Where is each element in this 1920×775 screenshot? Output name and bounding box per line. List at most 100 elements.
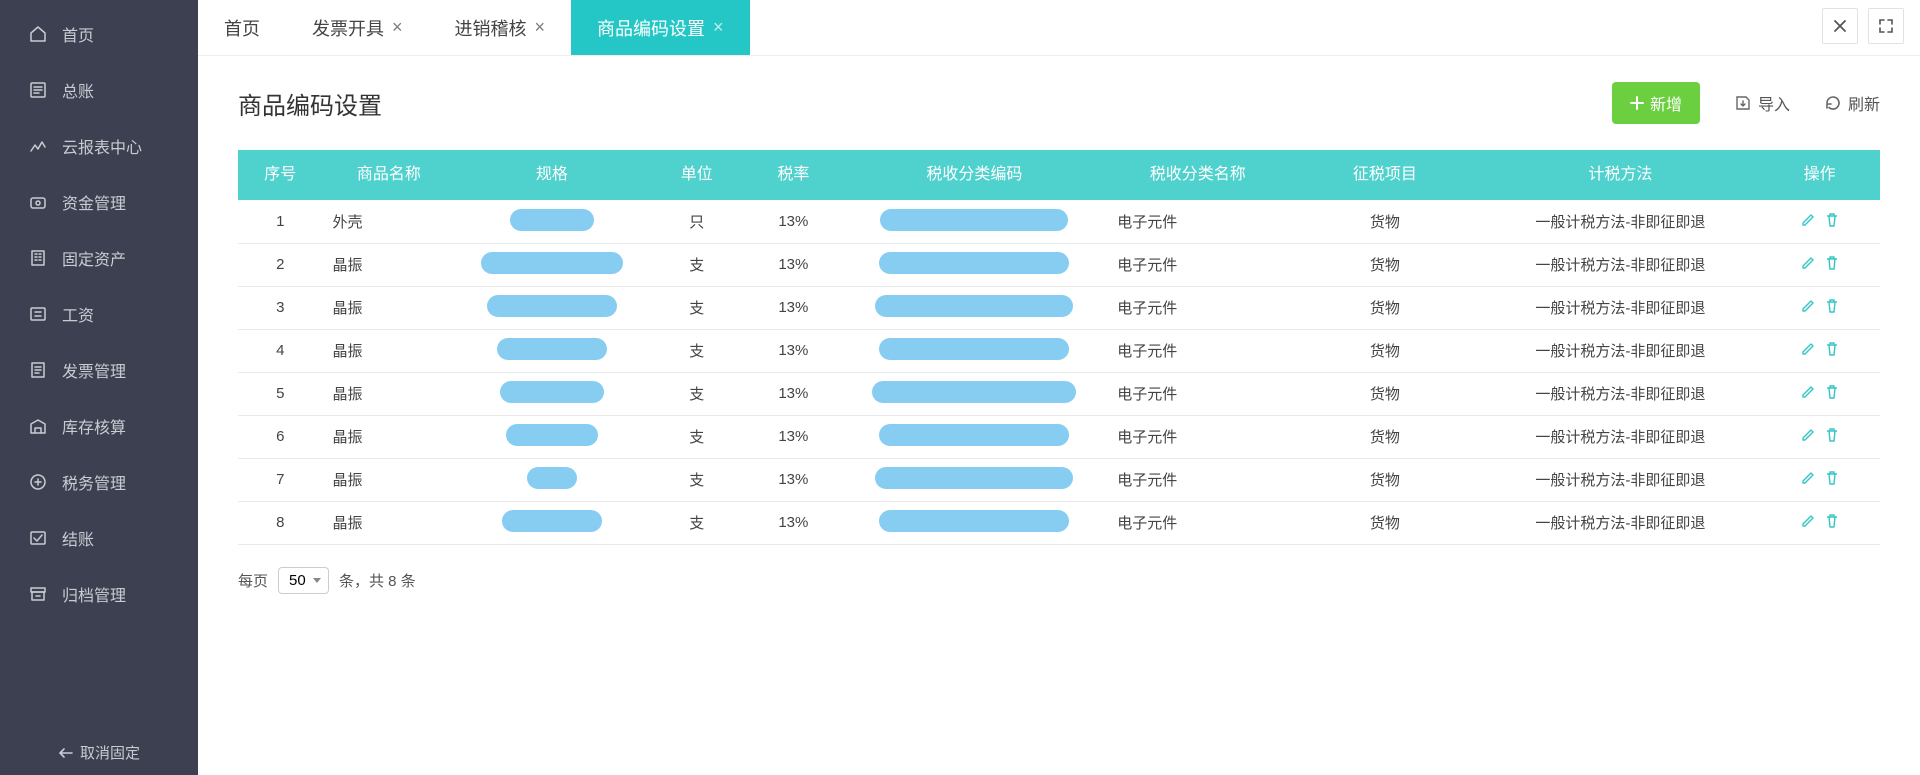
page-title: 商品编码设置: [238, 86, 382, 121]
plus-icon: [1630, 96, 1644, 110]
tab-close-icon[interactable]: ×: [535, 17, 546, 38]
refresh-button[interactable]: 刷新: [1824, 91, 1880, 115]
sidebar-item-label: 固定资产: [62, 246, 126, 270]
pagination: 每页 50 条，共 8 条: [238, 567, 1880, 594]
cell-actions: [1759, 458, 1880, 501]
edit-icon[interactable]: [1800, 470, 1816, 486]
import-icon: [1734, 94, 1752, 112]
cell-project: 货物: [1288, 501, 1481, 544]
redacted-spec: [500, 381, 604, 403]
cell-idx: 3: [238, 286, 323, 329]
edit-icon[interactable]: [1800, 298, 1816, 314]
tab-0[interactable]: 首页: [198, 0, 286, 55]
delete-icon[interactable]: [1824, 341, 1840, 357]
sidebar-item-2[interactable]: 云报表中心: [0, 118, 198, 174]
sidebar-item-4[interactable]: 固定资产: [0, 230, 198, 286]
sidebar-item-label: 首页: [62, 22, 94, 46]
cell-method: 一般计税方法-非即征即退: [1482, 286, 1760, 329]
per-page-select[interactable]: 50: [278, 567, 329, 594]
redacted-code: [879, 338, 1069, 360]
sidebar-unpin-label: 取消固定: [80, 742, 140, 763]
sidebar-item-5[interactable]: 工资: [0, 286, 198, 342]
delete-icon[interactable]: [1824, 470, 1840, 486]
tab-3[interactable]: 商品编码设置 ×: [571, 0, 750, 55]
sidebar-item-label: 工资: [62, 302, 94, 326]
cell-actions: [1759, 372, 1880, 415]
col-header-7: 征税项目: [1288, 150, 1481, 200]
sidebar-item-1[interactable]: 总账: [0, 62, 198, 118]
cell-category: 电子元件: [1107, 372, 1288, 415]
cell-category: 电子元件: [1107, 501, 1288, 544]
cell-method: 一般计税方法-非即征即退: [1482, 372, 1760, 415]
edit-icon[interactable]: [1800, 212, 1816, 228]
cell-actions: [1759, 200, 1880, 243]
cell-name: 外壳: [323, 200, 456, 243]
delete-icon[interactable]: [1824, 513, 1840, 529]
sidebar-item-label: 云报表中心: [62, 134, 142, 158]
tab-close-icon[interactable]: ×: [713, 17, 724, 38]
cell-name: 晶振: [323, 501, 456, 544]
sidebar-item-7[interactable]: 库存核算: [0, 398, 198, 454]
cell-code: [842, 458, 1108, 501]
edit-icon[interactable]: [1800, 513, 1816, 529]
import-button[interactable]: 导入: [1734, 91, 1790, 115]
delete-icon[interactable]: [1824, 212, 1840, 228]
add-button[interactable]: 新增: [1612, 82, 1700, 124]
col-header-3: 单位: [648, 150, 745, 200]
table-row: 2晶振支13%电子元件货物一般计税方法-非即征即退: [238, 243, 1880, 286]
edit-icon[interactable]: [1800, 341, 1816, 357]
tax-icon: [28, 472, 48, 492]
cell-code: [842, 501, 1108, 544]
cell-rate: 13%: [745, 458, 842, 501]
sidebar-item-3[interactable]: 资金管理: [0, 174, 198, 230]
cell-idx: 4: [238, 329, 323, 372]
sidebar-unpin[interactable]: 取消固定: [0, 742, 198, 763]
close-all-tabs-button[interactable]: [1822, 8, 1858, 44]
salary-icon: [28, 304, 48, 324]
cell-unit: 支: [648, 286, 745, 329]
product-code-table: 序号商品名称规格单位税率税收分类编码税收分类名称征税项目计税方法操作 1外壳只1…: [238, 150, 1880, 545]
cell-actions: [1759, 243, 1880, 286]
sidebar-item-label: 税务管理: [62, 470, 126, 494]
tab-close-icon[interactable]: ×: [392, 17, 403, 38]
sidebar-item-6[interactable]: 发票管理: [0, 342, 198, 398]
sidebar-item-label: 资金管理: [62, 190, 126, 214]
col-header-6: 税收分类名称: [1107, 150, 1288, 200]
cell-unit: 支: [648, 372, 745, 415]
cell-code: [842, 243, 1108, 286]
cell-rate: 13%: [745, 286, 842, 329]
fullscreen-button[interactable]: [1868, 8, 1904, 44]
delete-icon[interactable]: [1824, 427, 1840, 443]
edit-icon[interactable]: [1800, 255, 1816, 271]
table-row: 1外壳只13%电子元件货物一般计税方法-非即征即退: [238, 200, 1880, 243]
cell-project: 货物: [1288, 200, 1481, 243]
sidebar-item-label: 结账: [62, 526, 94, 550]
redacted-spec: [527, 467, 577, 489]
edit-icon[interactable]: [1800, 427, 1816, 443]
delete-icon[interactable]: [1824, 384, 1840, 400]
sidebar-item-9[interactable]: 结账: [0, 510, 198, 566]
table-row: 3晶振支13%电子元件货物一般计税方法-非即征即退: [238, 286, 1880, 329]
refresh-button-label: 刷新: [1848, 91, 1880, 115]
cell-category: 电子元件: [1107, 200, 1288, 243]
sidebar-item-10[interactable]: 归档管理: [0, 566, 198, 622]
redacted-spec: [510, 209, 594, 231]
cell-unit: 支: [648, 243, 745, 286]
building-icon: [28, 248, 48, 268]
tab-label: 商品编码设置: [597, 15, 705, 41]
tab-1[interactable]: 发票开具×: [286, 0, 429, 55]
unpin-icon: [58, 745, 74, 761]
delete-icon[interactable]: [1824, 298, 1840, 314]
redacted-spec: [497, 338, 607, 360]
sidebar-item-0[interactable]: 首页: [0, 6, 198, 62]
tab-bar: 首页发票开具×进销稽核× 商品编码设置 ×: [198, 0, 1920, 56]
cell-project: 货物: [1288, 458, 1481, 501]
sidebar-item-label: 总账: [62, 78, 94, 102]
cell-category: 电子元件: [1107, 243, 1288, 286]
sidebar-item-8[interactable]: 税务管理: [0, 454, 198, 510]
redacted-spec: [481, 252, 623, 274]
delete-icon[interactable]: [1824, 255, 1840, 271]
edit-icon[interactable]: [1800, 384, 1816, 400]
col-header-5: 税收分类编码: [842, 150, 1108, 200]
tab-2[interactable]: 进销稽核×: [429, 0, 572, 55]
